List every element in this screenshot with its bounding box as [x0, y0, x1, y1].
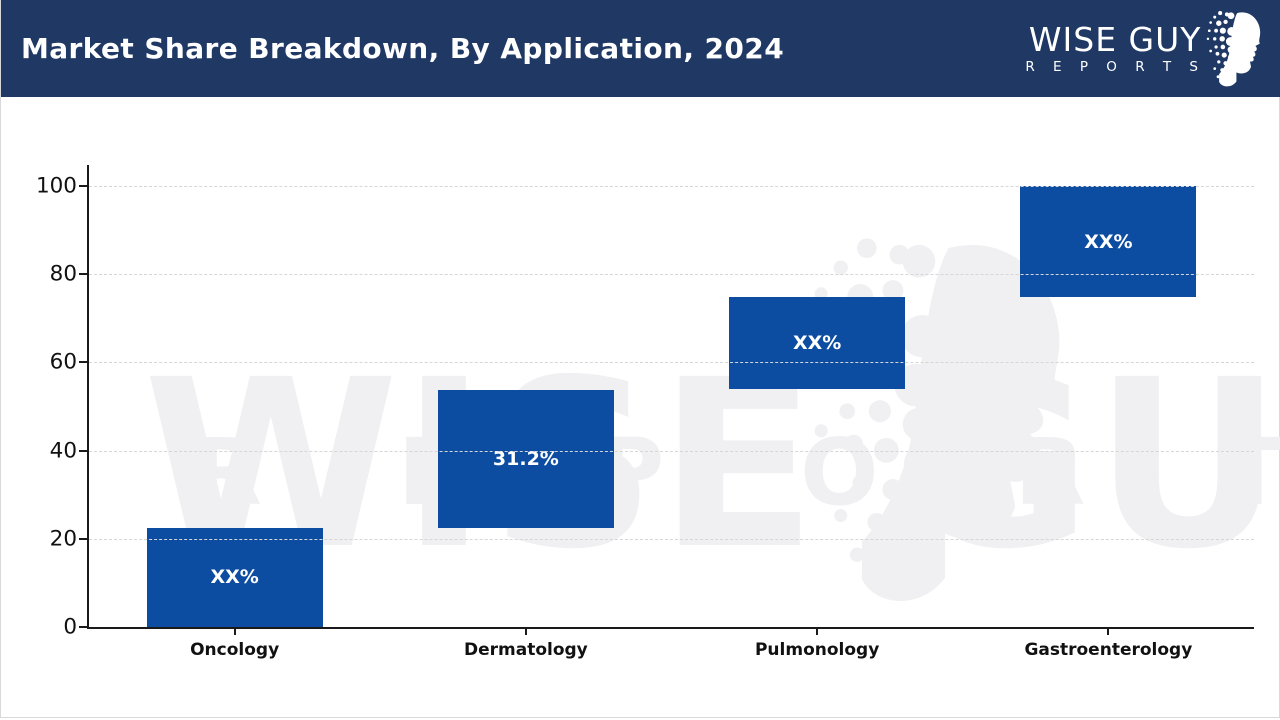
x-category-label: Pulmonology	[754, 640, 880, 660]
bar-value-label: XX%	[1084, 230, 1133, 253]
x-tick-mark	[233, 629, 236, 635]
y-tick-mark	[79, 273, 87, 276]
brand-reports-text: R E P O R T S	[1025, 58, 1205, 75]
y-tick-mark	[79, 449, 87, 452]
y-tick-label: 60	[49, 349, 77, 375]
brand-wordmark: WISE GUY	[1028, 19, 1202, 59]
y-tick-label: 20	[49, 526, 77, 552]
axes	[87, 165, 1254, 629]
y-tick-mark	[79, 626, 87, 628]
x-category-label: Gastroenterology	[1024, 640, 1193, 660]
y-tick-label: 80	[49, 261, 77, 287]
bar-value-label: 31.2%	[492, 447, 559, 470]
brand-logo: WISE GUY R E P O R T S	[1025, 0, 1280, 97]
bar-value-label: XX%	[210, 566, 259, 589]
gridline-y-60	[89, 362, 1254, 364]
header-bar: Market Share Breakdown, By Application, …	[1, 0, 1280, 97]
bar-dermatology	[437, 390, 614, 528]
x-tick-mark	[524, 629, 527, 635]
x-category-label: Oncology	[190, 640, 280, 660]
bar-value-label: XX%	[792, 331, 842, 354]
y-tick-mark	[79, 361, 87, 364]
x-category-label: Dermatology	[463, 640, 588, 660]
gridline-y-40	[89, 450, 1254, 452]
y-tick-label: 100	[35, 173, 77, 199]
gridline-y-100	[89, 186, 1254, 187]
x-tick-mark	[816, 629, 819, 635]
brand-logo-text: WISE GUY R E P O R T S	[1025, 19, 1205, 75]
gridline-y-80	[89, 274, 1254, 276]
y-tick-label: 40	[49, 438, 77, 464]
y-tick-label: 0	[63, 614, 77, 640]
page-title: Market Share Breakdown, By Application, …	[21, 32, 785, 65]
y-tick-mark	[79, 185, 87, 187]
bar-oncology	[146, 527, 323, 627]
y-tick-mark	[79, 537, 87, 540]
x-tick-mark	[1107, 629, 1110, 635]
gridline-y-20	[89, 538, 1254, 540]
